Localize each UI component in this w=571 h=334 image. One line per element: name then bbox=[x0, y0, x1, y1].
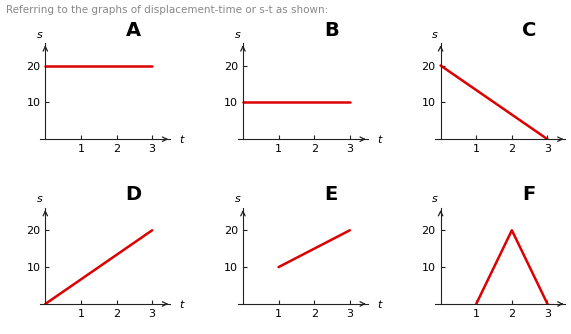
Text: $s$: $s$ bbox=[234, 30, 242, 40]
Text: B: B bbox=[324, 21, 339, 40]
Text: A: A bbox=[126, 21, 141, 40]
Text: D: D bbox=[126, 185, 142, 204]
Text: $t$: $t$ bbox=[377, 298, 384, 310]
Text: E: E bbox=[324, 185, 338, 204]
Text: $s$: $s$ bbox=[234, 194, 242, 204]
Text: Referring to the graphs of displacement-time or s-t as shown:: Referring to the graphs of displacement-… bbox=[6, 5, 328, 15]
Text: $t$: $t$ bbox=[377, 133, 384, 145]
Text: $t$: $t$ bbox=[179, 133, 186, 145]
Text: $s$: $s$ bbox=[36, 194, 44, 204]
Text: C: C bbox=[522, 21, 536, 40]
Text: $s$: $s$ bbox=[36, 30, 44, 40]
Text: F: F bbox=[522, 185, 536, 204]
Text: $t$: $t$ bbox=[179, 298, 186, 310]
Text: $s$: $s$ bbox=[432, 30, 439, 40]
Text: $s$: $s$ bbox=[432, 194, 439, 204]
